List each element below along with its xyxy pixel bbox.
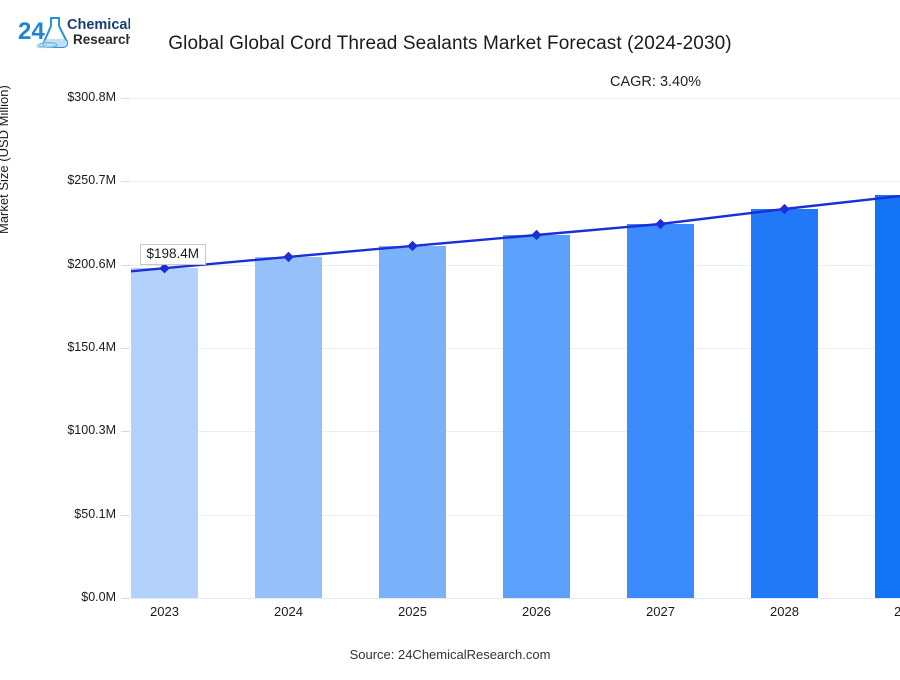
gridline xyxy=(131,181,900,183)
x-axis-tick-label: 2028 xyxy=(770,604,799,619)
y-axis-tick-mark xyxy=(121,181,130,183)
x-axis-tick-label: 2024 xyxy=(274,604,303,619)
y-axis-tick-label: $150.4M xyxy=(67,340,116,354)
x-axis-tick-label: 2027 xyxy=(646,604,675,619)
y-axis-tick-label: $300.8M xyxy=(67,90,116,104)
bar-2026[interactable] xyxy=(503,234,570,598)
y-axis-tick-label: $100.3M xyxy=(67,423,116,438)
y-axis-title: Market Size (USD Million) xyxy=(0,85,11,234)
y-axis-tick-mark xyxy=(121,598,130,599)
logo-line2: Research xyxy=(73,32,130,47)
x-axis-tick-label: 2026 xyxy=(522,604,551,619)
data-point-label: $198.4M xyxy=(139,244,207,266)
y-axis-tick-mark xyxy=(121,514,130,516)
x-axis-tick-label: 2023 xyxy=(150,604,179,619)
gridline xyxy=(131,598,900,599)
y-axis-tick-label: $200.6M xyxy=(67,256,116,271)
bar-2024[interactable] xyxy=(255,256,322,598)
y-axis-tick-label: $250.7M xyxy=(67,173,116,188)
bar-2025[interactable] xyxy=(379,245,446,598)
y-axis-tick-mark xyxy=(121,264,130,266)
x-axis-tick-label: 2029 xyxy=(894,604,900,619)
y-axis-tick-mark xyxy=(121,431,130,433)
plot-area xyxy=(131,98,900,599)
page-title: Global Global Cord Thread Sealants Marke… xyxy=(168,33,732,54)
y-axis-tick-mark xyxy=(121,98,130,99)
flask-logo-icon xyxy=(36,17,69,49)
cagr-annotation: CAGR: 3.40% xyxy=(610,74,702,90)
brand-logo: 24 Chemical Research xyxy=(18,12,130,54)
y-axis-tick-mark xyxy=(121,348,130,349)
x-axis-tick-label: 2025 xyxy=(398,604,427,619)
logo-line1: Chemical xyxy=(67,17,130,33)
bar-2027[interactable] xyxy=(627,224,694,598)
y-axis-tick-label: $0.0M xyxy=(81,590,116,604)
source-note: Source: 24ChemicalResearch.com xyxy=(349,647,551,662)
bar-2029[interactable] xyxy=(875,195,900,598)
gridline xyxy=(131,98,900,99)
y-axis-tick-label: $50.1M xyxy=(74,506,116,521)
bar-2023[interactable] xyxy=(131,268,198,598)
bar-2028[interactable] xyxy=(751,209,818,598)
logo-number: 24 xyxy=(18,18,45,45)
